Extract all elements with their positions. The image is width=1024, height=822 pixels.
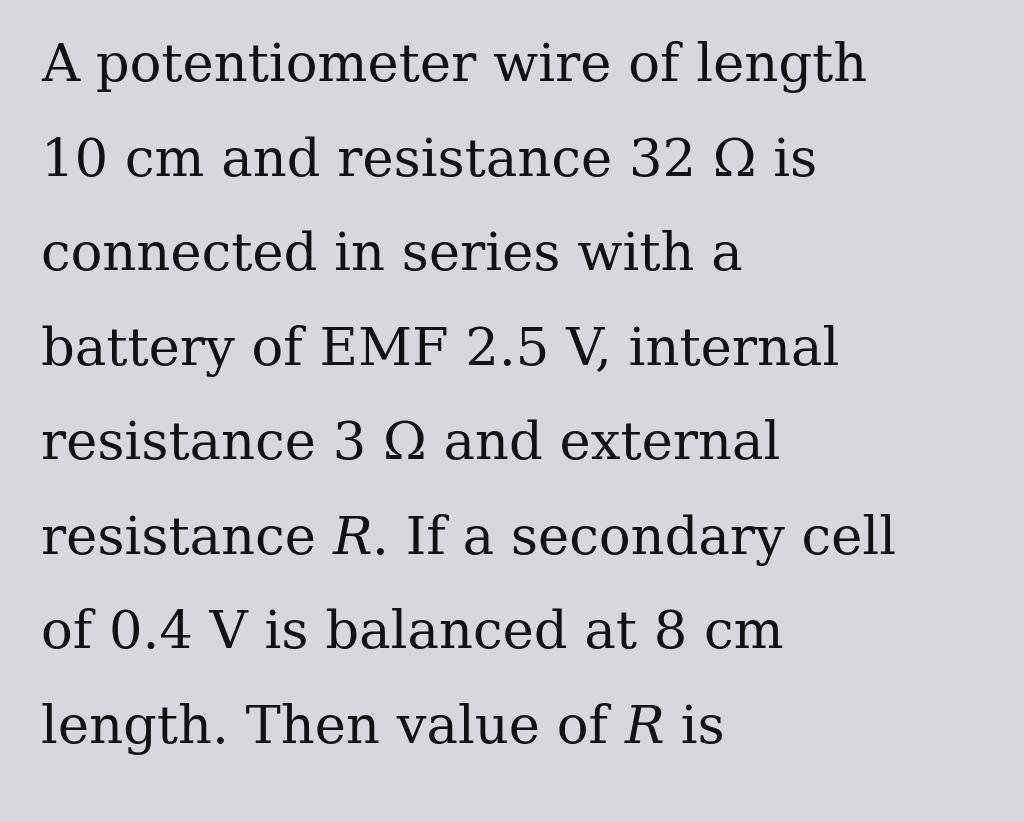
Text: A potentiometer wire of length: A potentiometer wire of length — [41, 41, 867, 93]
Text: length. Then value of: length. Then value of — [41, 703, 625, 755]
Text: is: is — [665, 703, 725, 754]
Text: 10 cm and resistance 32 Ω is: 10 cm and resistance 32 Ω is — [41, 136, 817, 187]
Text: . If a secondary cell: . If a secondary cell — [373, 514, 897, 566]
Text: connected in series with a: connected in series with a — [41, 230, 742, 281]
Text: of 0.4 V is balanced at 8 cm: of 0.4 V is balanced at 8 cm — [41, 608, 783, 659]
Text: resistance: resistance — [41, 514, 333, 565]
Text: battery of EMF 2.5 V, internal: battery of EMF 2.5 V, internal — [41, 325, 840, 376]
Text: resistance 3 Ω and external: resistance 3 Ω and external — [41, 419, 780, 470]
Text: R: R — [333, 514, 373, 565]
Text: R: R — [625, 703, 665, 754]
